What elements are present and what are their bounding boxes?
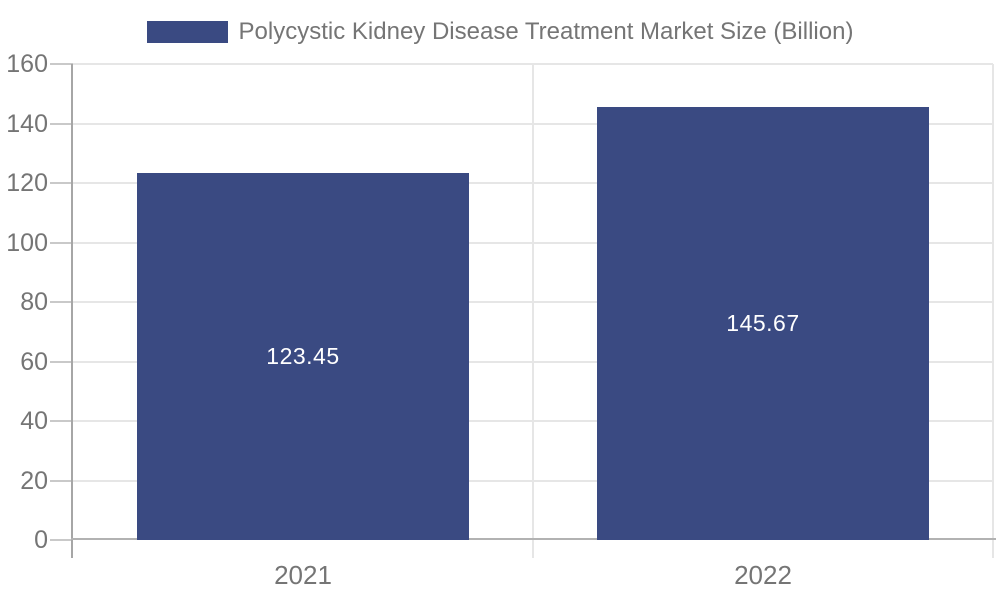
y-axis-tick-label: 100: [6, 228, 48, 257]
x-axis-tick-label: 2021: [274, 560, 332, 590]
y-axis-tick: [50, 182, 73, 184]
y-axis-tick: [50, 479, 73, 482]
bar-value-label: 145.67: [726, 309, 800, 336]
x-axis-tick-label: 2022: [734, 560, 792, 590]
gridline-vertical: [532, 64, 534, 558]
bar-value-label: 123.45: [266, 342, 340, 369]
bar-2022[interactable]: 145.67: [597, 106, 929, 540]
gridline-vertical: [992, 64, 994, 558]
y-axis-tick: [50, 241, 73, 244]
bar-2021[interactable]: 123.45: [137, 172, 469, 540]
y-axis-line: [71, 64, 73, 558]
y-axis-tick: [50, 360, 73, 363]
y-axis-tick-label: 0: [34, 526, 48, 554]
legend[interactable]: Polycystic Kidney Disease Treatment Mark…: [0, 18, 1000, 46]
y-axis-tick: [50, 122, 73, 125]
x-axis-line: [71, 538, 996, 540]
y-axis-tick-label: 160: [6, 50, 48, 78]
y-axis-tick: [50, 63, 73, 65]
y-axis-tick: [50, 420, 73, 422]
y-axis-tick: [50, 539, 73, 541]
y-axis-tick-label: 120: [6, 169, 48, 197]
legend-swatch-icon: [146, 21, 228, 43]
y-axis-tick-label: 80: [20, 288, 48, 316]
legend-label: Polycystic Kidney Disease Treatment Mark…: [238, 18, 854, 45]
y-axis-tick-label: 40: [20, 407, 48, 435]
y-axis-tick-label: 20: [20, 466, 48, 495]
y-axis-tick: [50, 301, 73, 303]
y-axis-tick-label: 60: [20, 347, 48, 376]
y-axis-tick-label: 140: [6, 109, 48, 138]
